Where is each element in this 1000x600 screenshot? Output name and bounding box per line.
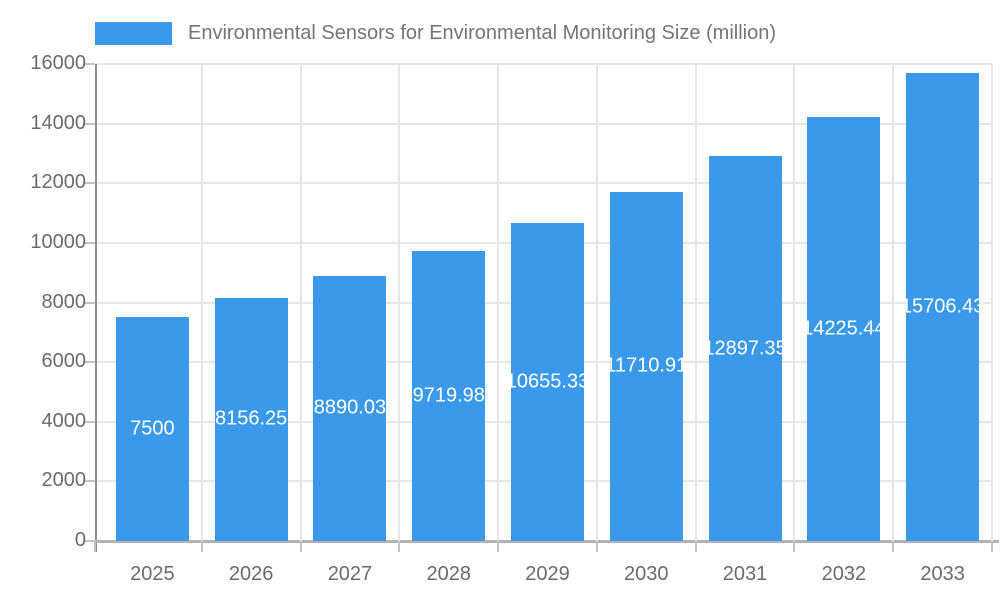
gridline-v-7 [793,64,796,541]
bar-value-label-2033: 15706.43 [900,295,985,318]
y-tick-label-16000: 16000 [30,52,86,74]
x-tick-mark-9 [991,541,993,552]
y-tick-label-12000: 12000 [30,171,86,194]
bar-2031[interactable] [709,156,782,541]
x-tick-label-2025: 2025 [130,563,175,585]
gridline-v-1 [200,64,203,541]
bar-2033[interactable] [906,73,979,541]
gridline-v-2 [299,64,302,541]
gridline-v-6 [694,64,697,541]
y-tick-label-2000: 2000 [41,469,87,492]
x-tick-label-2026: 2026 [228,563,274,585]
y-tick-mark-8000 [85,301,95,304]
bar-value-label-2026: 8156.25 [215,407,288,430]
bar-value-label-2028: 9719.98 [412,384,485,407]
bar-2029[interactable] [511,223,584,541]
bar-2028[interactable] [412,251,485,541]
legend-swatch-icon [95,21,172,45]
bar-value-label-2025: 7500 [130,417,175,440]
legend-label: Environmental Sensors for Environmental … [188,22,777,44]
bar-2032[interactable] [807,117,880,541]
y-tick-mark-6000 [85,361,95,364]
x-tick-mark-8 [892,541,895,552]
gridline-v-4 [497,64,500,541]
y-tick-label-8000: 8000 [41,290,87,313]
y-tick-label-14000: 14000 [30,111,86,134]
y-tick-label-4000: 4000 [41,409,87,432]
x-tick-label-2031: 2031 [722,563,768,585]
y-tick-label-6000: 6000 [41,350,87,373]
x-tick-mark-1 [200,541,203,552]
gridline-v-3 [398,64,401,541]
bar-value-label-2031: 12897.35 [703,337,787,360]
x-tick-label-2028: 2028 [426,563,471,585]
y-tick-mark-14000 [85,122,95,125]
gridline-v-5 [595,64,598,541]
gridline-v-8 [892,64,895,541]
y-tick-mark-2000 [85,480,95,483]
x-tick-mark-3 [398,541,401,552]
x-tick-mark-0 [94,541,96,552]
y-tick-label-10000: 10000 [30,230,86,253]
bar-value-label-2029: 10655.33 [505,370,590,393]
x-tick-mark-6 [694,541,697,552]
x-tick-label-2033: 2033 [920,563,965,585]
bar-2026[interactable] [215,298,288,541]
gridline-h-16000 [97,63,992,65]
x-tick-mark-7 [793,541,796,552]
x-tick-label-2032: 2032 [821,563,867,585]
gridline-v-9 [991,64,993,541]
x-tick-label-2029: 2029 [525,563,570,585]
bar-2027[interactable] [313,276,386,541]
y-tick-label-0: 0 [74,529,86,551]
x-tick-mark-4 [497,541,500,552]
y-tick-mark-10000 [85,241,95,244]
y-tick-mark-16000 [85,63,95,65]
y-tick-mark-0 [85,540,95,542]
legend-item[interactable]: Environmental Sensors for Environmental … [95,19,776,47]
x-tick-label-2027: 2027 [327,563,373,585]
bar-value-label-2027: 8890.03 [313,396,387,419]
x-tick-mark-2 [299,541,302,552]
gridline-h-14000 [97,122,992,125]
bar-2030[interactable] [610,192,683,541]
gridline-h-12000 [97,182,992,185]
x-tick-mark-5 [595,541,598,552]
bar-2025[interactable] [116,317,189,541]
y-tick-mark-4000 [85,420,95,423]
x-axis-line [95,540,999,543]
y-axis-line [95,64,97,552]
x-tick-label-2030: 2030 [624,563,669,585]
bar-value-label-2032: 14225.44 [802,317,886,340]
bar-value-label-2030: 11710.91 [605,354,688,377]
y-tick-mark-12000 [85,182,95,185]
